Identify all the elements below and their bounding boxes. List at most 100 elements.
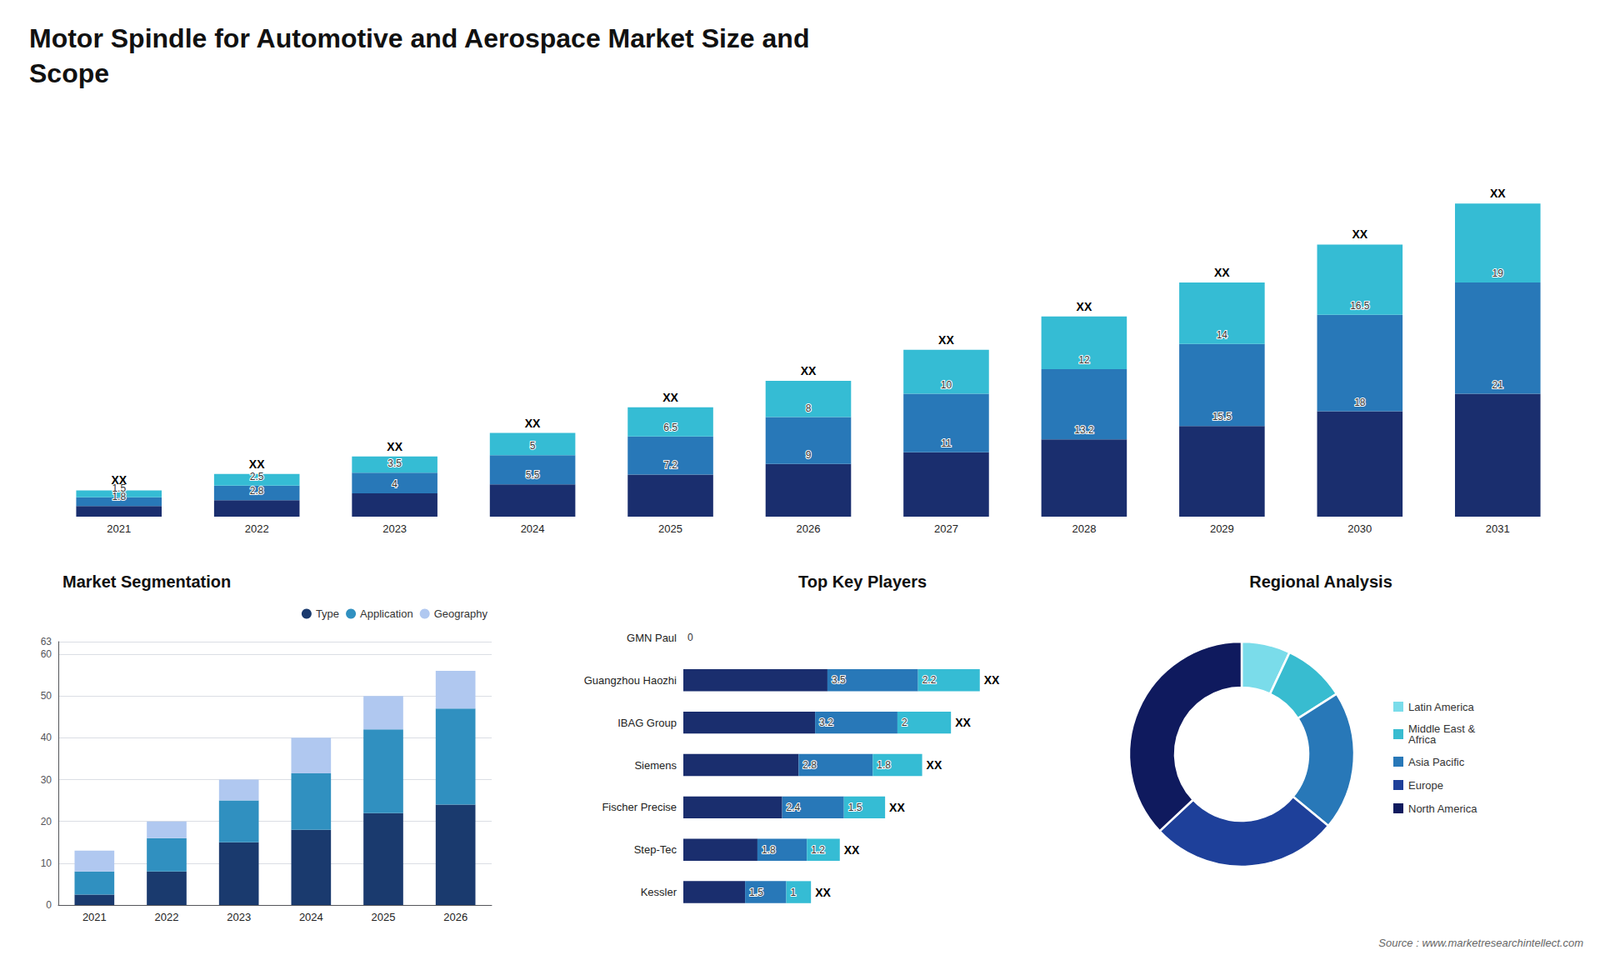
svg-text:Siemens: Siemens	[634, 759, 677, 772]
svg-text:5.5: 5.5	[525, 469, 540, 481]
svg-text:2030: 2030	[1347, 522, 1372, 535]
svg-text:2023: 2023	[226, 910, 251, 924]
svg-text:2029: 2029	[1210, 522, 1235, 535]
svg-text:10: 10	[40, 857, 53, 870]
svg-text:XX: XX	[926, 758, 943, 772]
svg-text:2026: 2026	[796, 522, 821, 535]
svg-text:60: 60	[40, 648, 53, 660]
svg-text:Type: Type	[315, 607, 340, 620]
svg-text:XX: XX	[938, 333, 955, 347]
svg-text:2022: 2022	[245, 522, 270, 535]
svg-text:9: 9	[805, 449, 812, 461]
svg-text:Application: Application	[360, 607, 414, 620]
svg-text:Regional Analysis: Regional Analysis	[1249, 572, 1393, 591]
svg-text:XX: XX	[844, 843, 860, 857]
svg-text:0: 0	[687, 631, 694, 644]
svg-text:15.5: 15.5	[1212, 410, 1233, 423]
svg-text:Asia Pacific: Asia Pacific	[1408, 755, 1465, 769]
svg-text:2025: 2025	[371, 910, 396, 924]
svg-text:2025: 2025	[658, 522, 683, 535]
svg-text:21: 21	[1492, 379, 1505, 391]
svg-text:2.2: 2.2	[922, 674, 937, 686]
svg-text:11: 11	[940, 437, 952, 450]
svg-text:2.4: 2.4	[786, 801, 801, 814]
svg-text:13.2: 13.2	[1074, 424, 1095, 436]
svg-text:2031: 2031	[1485, 522, 1510, 535]
svg-text:40: 40	[40, 731, 53, 744]
svg-text:XX: XX	[110, 473, 127, 487]
svg-text:1: 1	[790, 886, 797, 899]
svg-text:2027: 2027	[934, 522, 959, 535]
svg-text:2.8: 2.8	[802, 759, 817, 771]
svg-text:1.5: 1.5	[848, 801, 863, 814]
svg-text:Latin America: Latin America	[1408, 700, 1475, 714]
svg-text:2.5: 2.5	[250, 470, 265, 483]
svg-text:XX: XX	[662, 390, 679, 405]
svg-text:XX: XX	[955, 715, 971, 730]
svg-text:Africa: Africa	[1408, 733, 1437, 746]
svg-text:1.2: 1.2	[810, 844, 825, 856]
svg-text:3.5: 3.5	[387, 457, 402, 470]
svg-text:Guangzhou Haozhi: Guangzhou Haozhi	[584, 674, 677, 687]
svg-text:XX: XX	[800, 364, 817, 378]
svg-text:0: 0	[687, 631, 694, 644]
svg-text:XX: XX	[815, 885, 831, 900]
svg-text:1.8: 1.8	[876, 759, 891, 771]
svg-text:3.2: 3.2	[819, 716, 834, 729]
svg-text:1.5: 1.5	[749, 886, 764, 899]
svg-text:14: 14	[1216, 329, 1229, 341]
svg-text:Geography: Geography	[434, 607, 489, 620]
svg-text:Kessler: Kessler	[640, 885, 678, 899]
svg-text:6.5: 6.5	[663, 421, 678, 434]
svg-text:5: 5	[530, 440, 536, 452]
svg-text:50: 50	[40, 690, 53, 702]
svg-text:1.5: 1.5	[112, 482, 126, 494]
svg-text:12: 12	[1078, 354, 1090, 366]
svg-text:Market Segmentation: Market Segmentation	[62, 572, 231, 591]
svg-text:4: 4	[391, 478, 398, 490]
svg-text:2024: 2024	[520, 522, 545, 535]
svg-text:Fischer Precise: Fischer Precise	[601, 800, 677, 814]
svg-text:2024: 2024	[299, 910, 324, 924]
svg-text:Scope: Scope	[29, 58, 110, 89]
svg-text:XX: XX	[525, 416, 541, 430]
svg-text:2028: 2028	[1071, 522, 1096, 535]
svg-text:2021: 2021	[106, 522, 131, 535]
svg-text:XX: XX	[984, 673, 1000, 687]
svg-text:19: 19	[1492, 267, 1505, 280]
svg-text:IBAG Group: IBAG Group	[617, 716, 677, 730]
svg-text:20: 20	[40, 815, 53, 828]
svg-text:16.5: 16.5	[1350, 300, 1370, 312]
svg-text:2026: 2026	[443, 910, 468, 924]
svg-text:2023: 2023	[382, 522, 407, 535]
svg-text:18: 18	[1354, 396, 1366, 409]
svg-text:Europe: Europe	[1408, 779, 1444, 792]
svg-text:XX: XX	[386, 440, 403, 454]
svg-text:Top Key Players: Top Key Players	[798, 572, 927, 591]
svg-text:30: 30	[40, 774, 53, 786]
svg-text:7.2: 7.2	[663, 459, 678, 471]
svg-text:Source : www.marketresearchint: Source : www.marketresearchintellect.com	[1378, 936, 1584, 950]
svg-text:1.8: 1.8	[112, 491, 126, 503]
svg-text:1.8: 1.8	[761, 844, 776, 856]
svg-text:North America: North America	[1408, 802, 1478, 815]
svg-text:2021: 2021	[82, 910, 107, 924]
svg-text:8: 8	[805, 402, 812, 415]
svg-text:63: 63	[40, 635, 53, 648]
svg-text:2: 2	[901, 716, 908, 729]
svg-text:2022: 2022	[155, 910, 180, 924]
svg-text:Step-Tec: Step-Tec	[634, 843, 678, 856]
svg-text:10: 10	[940, 379, 953, 391]
svg-text:XX: XX	[1076, 300, 1093, 314]
svg-text:XX: XX	[249, 457, 265, 471]
svg-text:2.8: 2.8	[250, 485, 265, 497]
svg-text:GMN Paul: GMN Paul	[626, 631, 677, 645]
svg-text:Motor Spindle for Automotive a: Motor Spindle for Automotive and Aerospa…	[29, 23, 810, 54]
svg-text:3.5: 3.5	[831, 674, 846, 686]
svg-text:Middle East &: Middle East &	[1408, 722, 1476, 735]
svg-text:XX: XX	[1490, 186, 1506, 200]
svg-text:XX: XX	[1214, 265, 1230, 280]
svg-text:XX: XX	[889, 800, 905, 815]
svg-text:0: 0	[45, 899, 52, 911]
svg-text:XX: XX	[1351, 227, 1368, 241]
